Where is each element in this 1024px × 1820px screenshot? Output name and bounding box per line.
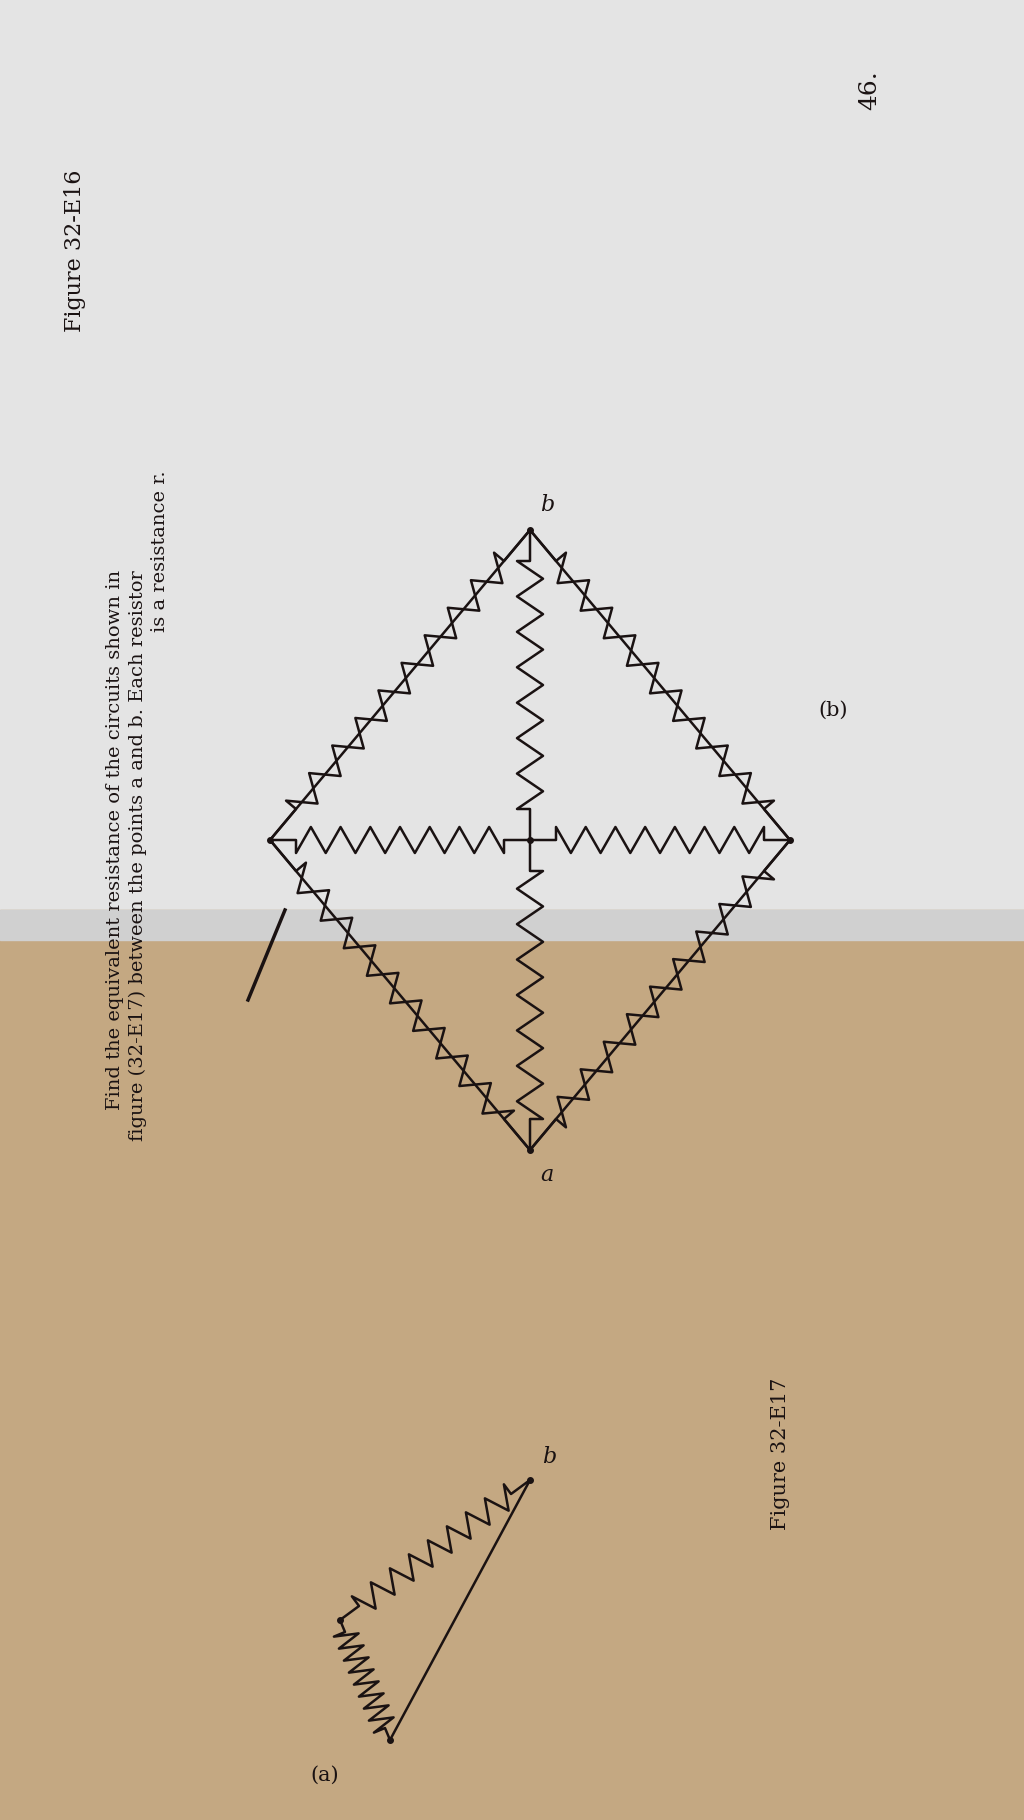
- Text: Figure 32-E17: Figure 32-E17: [770, 1378, 790, 1531]
- Text: a: a: [540, 1165, 553, 1187]
- Bar: [0, 910, 1024, 939]
- Bar: [0, 0, 1024, 910]
- Text: b: b: [542, 1447, 556, 1469]
- Text: (b): (b): [818, 701, 848, 719]
- Text: 46.: 46.: [858, 71, 882, 109]
- Text: is a resistance r.: is a resistance r.: [151, 470, 169, 632]
- Text: (a): (a): [310, 1765, 339, 1784]
- Text: Figure 32-E16: Figure 32-E16: [63, 169, 86, 333]
- Text: Find the equivalent resistance of the circuits shown in: Find the equivalent resistance of the ci…: [106, 570, 124, 1110]
- Text: figure (32-E17) between the points a and b. Each resistor: figure (32-E17) between the points a and…: [129, 570, 147, 1141]
- Bar: [0, 910, 1024, 1820]
- Text: b: b: [540, 493, 554, 517]
